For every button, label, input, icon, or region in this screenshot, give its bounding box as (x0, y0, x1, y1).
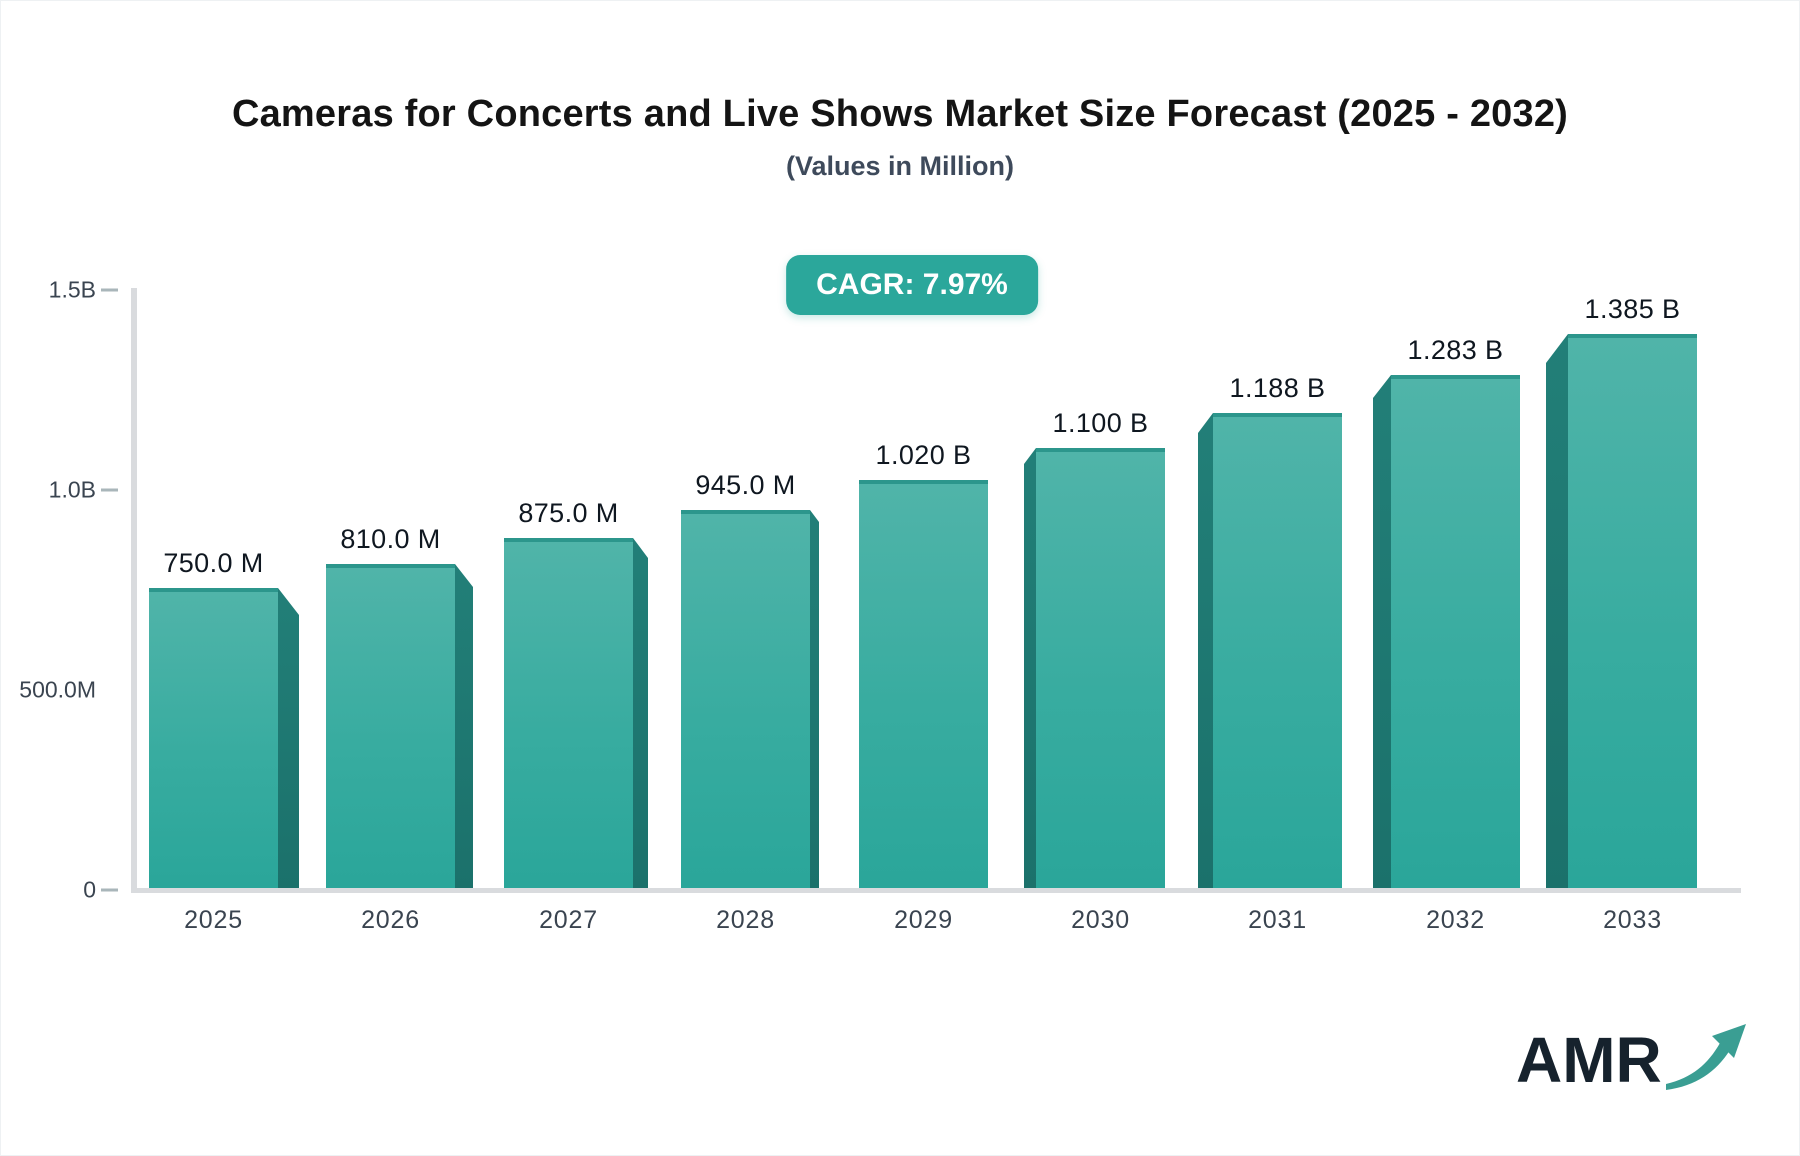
chart-subtitle: (Values in Million) (785, 151, 1015, 181)
x-axis-baseline (131, 888, 1741, 893)
bar-value-label: 1.020 B (875, 440, 972, 470)
x-axis-category-label: 2032 (1426, 906, 1485, 934)
bar-value-label: 1.385 B (1584, 294, 1681, 324)
x-axis-category-label: 2031 (1248, 906, 1307, 934)
x-axis-category-label: 2029 (894, 906, 953, 934)
bar (504, 538, 633, 888)
bar-3d-side (1373, 375, 1391, 888)
chart-title: Cameras for Concerts and Live Shows Mark… (231, 93, 1569, 135)
cagr-badge: CAGR: 7.97% (786, 255, 1038, 315)
y-axis-tick-label: 500.0M (19, 676, 96, 703)
y-axis-tick-label: 0 (83, 876, 96, 903)
x-axis-category-label: 2027 (539, 906, 598, 934)
x-axis-category-label: 2030 (1071, 906, 1130, 934)
bar (326, 564, 455, 888)
amr-logo: AMR (1516, 1016, 1751, 1109)
bar-3d-side (278, 588, 299, 888)
bar-3d-side (633, 538, 648, 888)
amr-logo-graphic: AMR (1516, 1024, 1746, 1096)
bar-value-label: 750.0 M (163, 548, 264, 578)
bar-3d-side (810, 510, 819, 888)
bar-value-label: 1.188 B (1229, 373, 1326, 403)
bar-3d-side (1546, 334, 1568, 888)
bar-3d-side (1198, 413, 1213, 888)
y-axis-tick-label: 1.0B (48, 476, 96, 503)
y-axis-line (131, 288, 137, 890)
y-axis-tick-label: 1.5B (48, 276, 96, 303)
bar-3d-side (1024, 448, 1036, 888)
x-axis-category-label: 2025 (184, 906, 243, 934)
x-axis-category-label: 2026 (361, 906, 420, 934)
bar (1568, 334, 1697, 888)
bar (1213, 413, 1342, 888)
x-axis-category-label: 2033 (1603, 906, 1662, 934)
y-axis-tick-dash (101, 488, 118, 492)
bar-value-label: 945.0 M (695, 470, 796, 500)
bar (149, 588, 278, 888)
bar-3d-side (455, 564, 473, 888)
bar (681, 510, 810, 888)
bar (1391, 375, 1520, 888)
bar-value-label: 1.283 B (1407, 335, 1504, 365)
amr-logo-text: AMR (1516, 1024, 1662, 1096)
y-axis-tick-dash (101, 288, 118, 292)
bar (1036, 448, 1165, 888)
y-axis-tick-dash (101, 888, 118, 892)
bar (859, 480, 988, 888)
bar-value-label: 810.0 M (340, 524, 441, 554)
amr-logo-arrow-icon (1666, 1024, 1746, 1090)
bar-value-label: 1.100 B (1052, 408, 1149, 438)
x-axis-category-label: 2028 (716, 906, 775, 934)
bar-value-label: 875.0 M (518, 498, 619, 528)
